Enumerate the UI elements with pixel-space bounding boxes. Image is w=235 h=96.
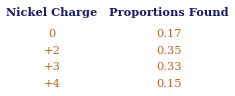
Text: 0.33: 0.33 (157, 62, 182, 72)
Text: +3: +3 (43, 62, 60, 72)
Text: Proportions Found: Proportions Found (109, 7, 229, 18)
Text: 0.15: 0.15 (157, 79, 182, 89)
Text: 0.35: 0.35 (157, 46, 182, 56)
Text: +2: +2 (43, 46, 60, 56)
Text: 0: 0 (48, 29, 55, 39)
Text: Nickel Charge: Nickel Charge (6, 7, 97, 18)
Text: 0.17: 0.17 (157, 29, 182, 39)
Text: +4: +4 (43, 79, 60, 89)
